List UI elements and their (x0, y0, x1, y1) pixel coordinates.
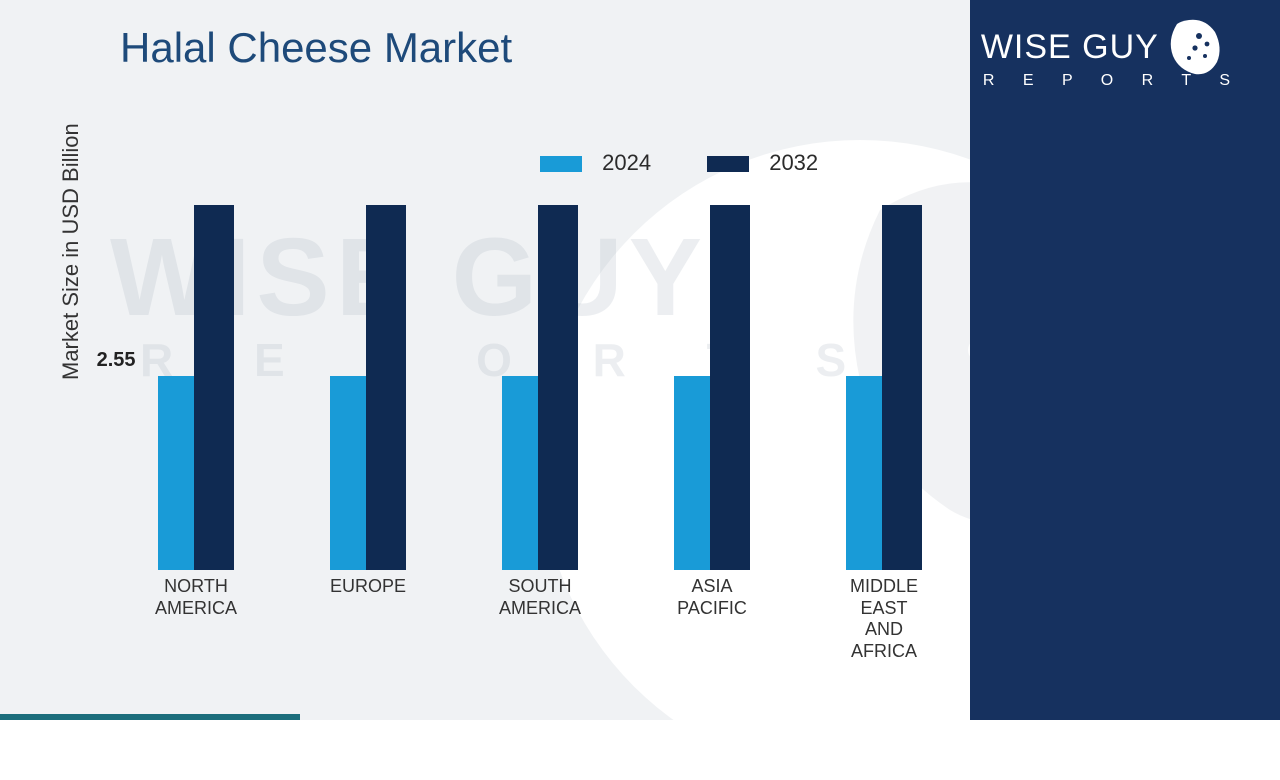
logo-main: WISE GUY (981, 28, 1159, 67)
legend-label-2032: 2032 (769, 150, 818, 175)
x-axis-label: MIDDLEEASTANDAFRICA (807, 576, 962, 662)
bar-group (291, 205, 446, 570)
legend-label-2024: 2024 (602, 150, 651, 175)
right-panel (970, 0, 1280, 720)
legend: 2024 2032 (540, 150, 818, 176)
bottom-accent-strip (0, 714, 300, 720)
legend-item-2024: 2024 (540, 150, 651, 176)
bar-group: 2.55 (119, 205, 274, 570)
bar (330, 376, 370, 570)
x-axis-label: EUROPE (291, 576, 446, 662)
y-axis-label: Market Size in USD Billion (58, 123, 84, 380)
legend-swatch-2024 (540, 156, 582, 172)
bar (194, 205, 234, 570)
x-axis-label: ASIAPACIFIC (635, 576, 790, 662)
legend-item-2032: 2032 (707, 150, 818, 176)
bar-group (463, 205, 618, 570)
bar (538, 205, 578, 570)
bar (366, 205, 406, 570)
bar-value-label: 2.55 (97, 349, 136, 372)
logo: WISE GUY R E P O R T S (981, 18, 1242, 90)
legend-swatch-2032 (707, 156, 749, 172)
x-axis-label: NORTHAMERICA (119, 576, 274, 662)
logo-sub: R E P O R T S (983, 72, 1242, 90)
bar (502, 376, 542, 570)
x-axis: NORTHAMERICAEUROPESOUTHAMERICAASIAPACIFI… (110, 576, 970, 662)
plot: 2.55 (110, 190, 970, 570)
chart-area: 2.55 (110, 190, 970, 570)
bar (710, 205, 750, 570)
logo-head-icon (1165, 18, 1223, 76)
page-root: WISE GUY R E P O R T S WISE GUY R E P O … (0, 0, 1280, 720)
bar-group (807, 205, 962, 570)
chart-title: Halal Cheese Market (120, 24, 512, 72)
bar (882, 205, 922, 570)
bar (158, 376, 198, 570)
bar (674, 376, 714, 570)
bar-group (635, 205, 790, 570)
bar (846, 376, 886, 570)
x-axis-label: SOUTHAMERICA (463, 576, 618, 662)
